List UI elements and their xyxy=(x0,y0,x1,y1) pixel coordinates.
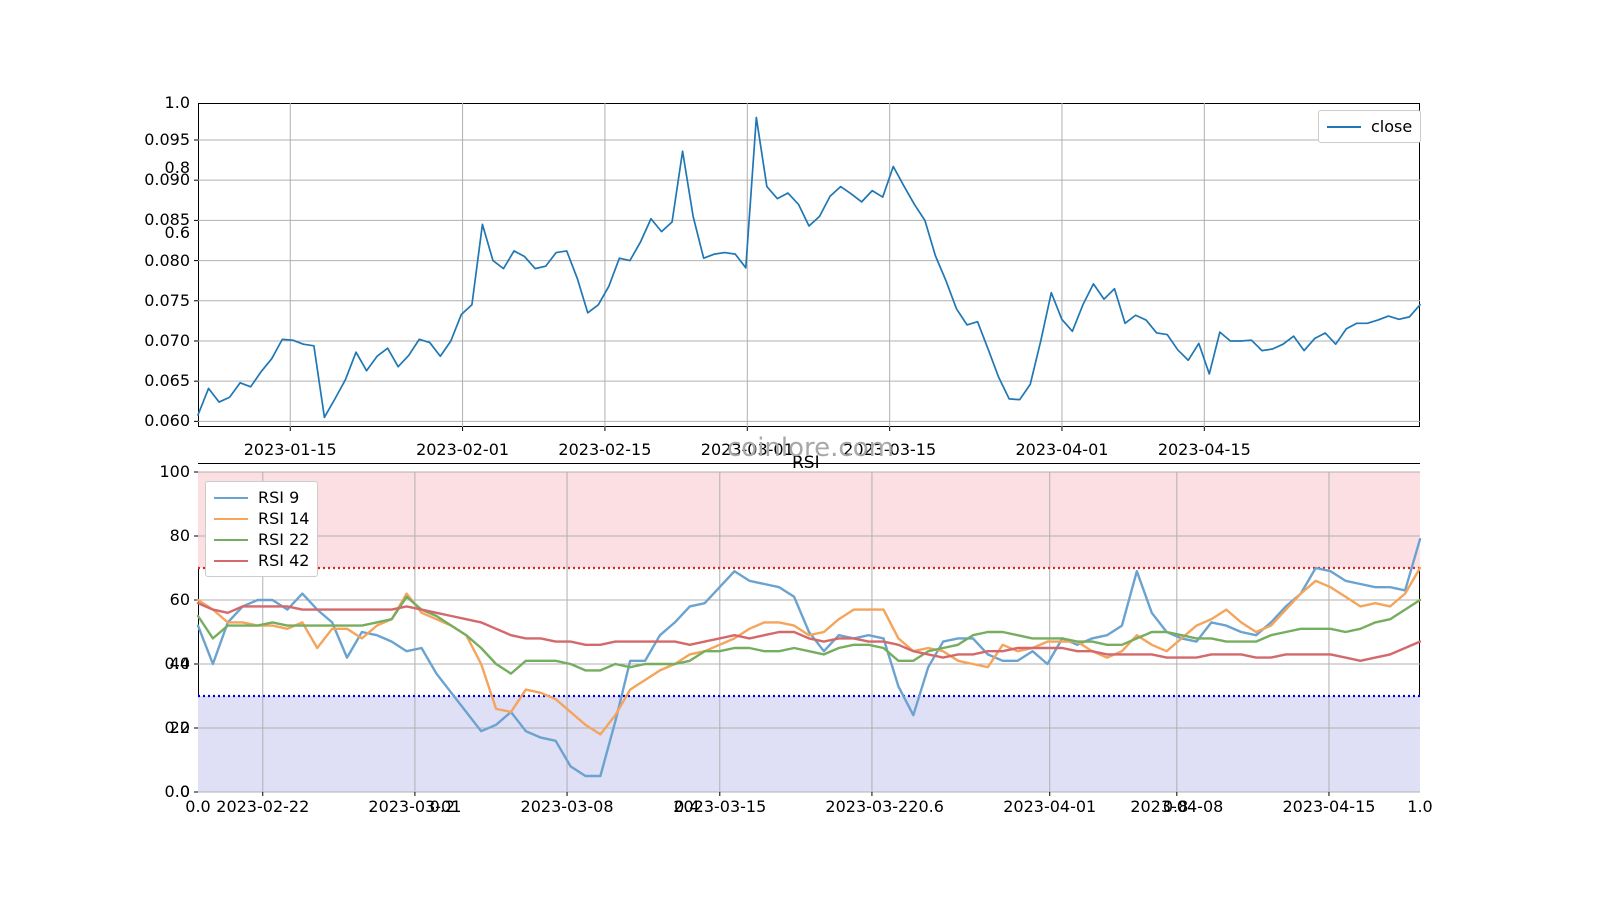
legend-label: RSI 9 xyxy=(258,487,300,507)
rsi-line-rsi-42 xyxy=(196,602,1422,662)
legend-label: RSI 42 xyxy=(258,550,310,570)
rsi-band xyxy=(198,696,1420,792)
legend-item: RSI 22 xyxy=(214,529,309,550)
legend-label: RSI 22 xyxy=(258,529,310,549)
price-xaxis-spine xyxy=(198,463,1420,465)
legend-item: RSI 42 xyxy=(214,550,309,571)
rsi-legend: RSI 9 RSI 14 RSI 22 RSI 42 xyxy=(205,481,319,577)
legend-color-swatch xyxy=(214,517,248,520)
legend-color-swatch xyxy=(1327,125,1361,128)
price-line-close xyxy=(197,116,1421,419)
price-legend: close xyxy=(1318,110,1422,143)
price-plot-area xyxy=(198,103,1420,427)
legend-item: RSI 14 xyxy=(214,508,309,529)
rsi-line-rsi-9 xyxy=(196,538,1422,778)
legend-color-swatch xyxy=(214,496,248,499)
rsi-band xyxy=(198,472,1420,568)
legend-color-swatch xyxy=(214,559,248,562)
watermark: coinlore.com xyxy=(727,433,894,463)
legend-item: RSI 9 xyxy=(214,487,309,508)
legend-label: RSI 14 xyxy=(258,508,310,528)
legend-color-swatch xyxy=(214,538,248,541)
rsi-line-rsi-22 xyxy=(196,595,1422,675)
legend-label: close xyxy=(1371,116,1413,136)
legend-item: close xyxy=(1327,116,1412,137)
